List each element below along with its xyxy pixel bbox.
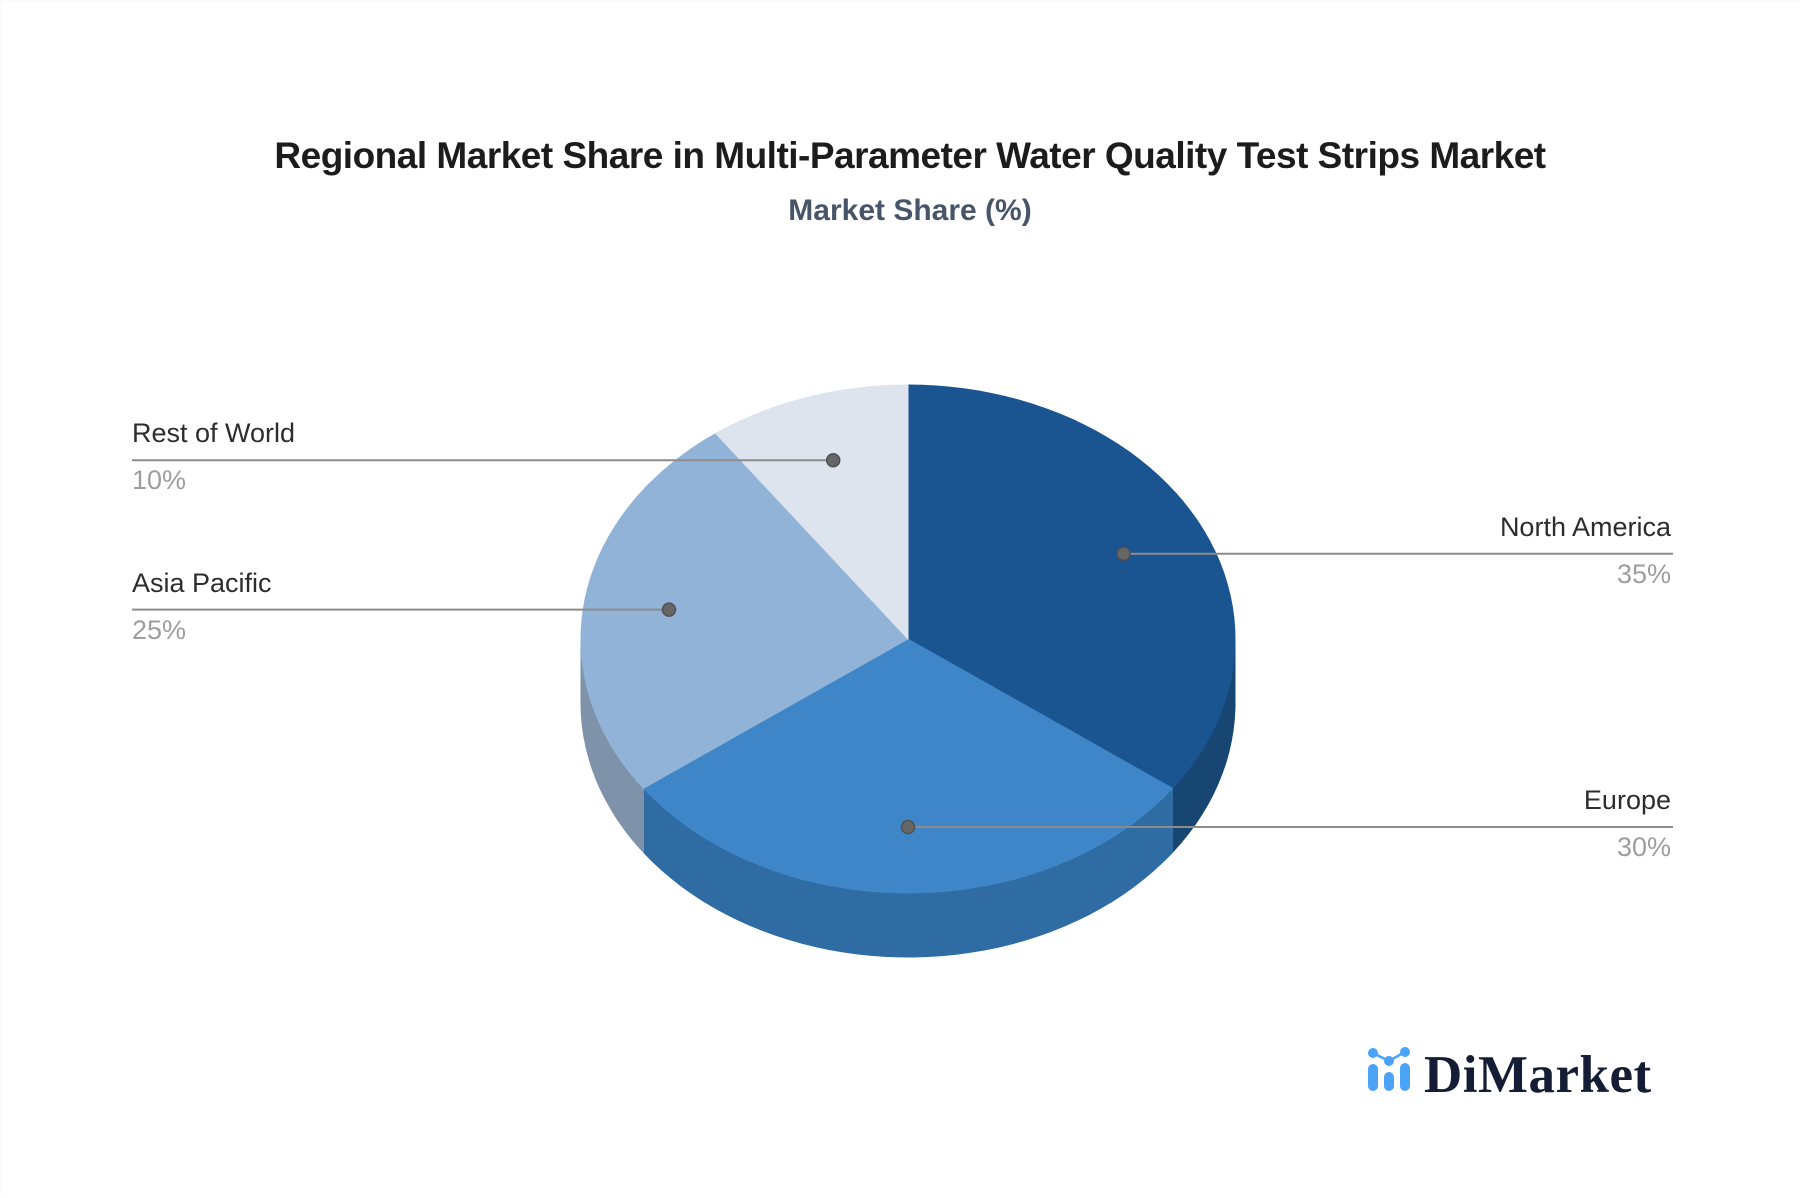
slice-label: Rest of World bbox=[132, 418, 296, 449]
slice-label: Asia Pacific bbox=[132, 567, 272, 598]
leader-dot bbox=[825, 452, 841, 468]
slice-percent: 35% bbox=[1616, 558, 1671, 589]
slice-percent: 25% bbox=[132, 614, 187, 645]
logo-wordmark: DiMarket bbox=[1424, 1046, 1652, 1104]
pie-slice[interactable] bbox=[715, 384, 909, 640]
slice-percent: 10% bbox=[132, 465, 187, 496]
chart-subtitle: Market Share (%) bbox=[788, 194, 1032, 227]
slice-percent: 30% bbox=[1616, 831, 1671, 862]
chart-title: Regional Market Share in Multi-Parameter… bbox=[274, 135, 1546, 176]
slice-label: Europe bbox=[1583, 784, 1671, 815]
leader-dot bbox=[661, 602, 677, 617]
callout-rest-of-world: Rest of World 10% bbox=[132, 416, 295, 494]
pie-slice[interactable] bbox=[580, 433, 909, 789]
callout-asia-pacific: Asia Pacific 25% bbox=[132, 566, 272, 644]
pie-slice[interactable] bbox=[907, 384, 1236, 789]
callout-europe: Europe 30% bbox=[1584, 783, 1671, 861]
pie-slice[interactable] bbox=[643, 638, 1173, 894]
bar-line-chart-icon bbox=[1368, 1047, 1410, 1091]
leader-dot bbox=[1116, 546, 1131, 561]
slice-label: North America bbox=[1499, 511, 1671, 542]
callout-north-america: North America 35% bbox=[1500, 510, 1671, 588]
leader-dot bbox=[900, 819, 916, 835]
dimarket-logo: DiMarket bbox=[1366, 1046, 1652, 1102]
